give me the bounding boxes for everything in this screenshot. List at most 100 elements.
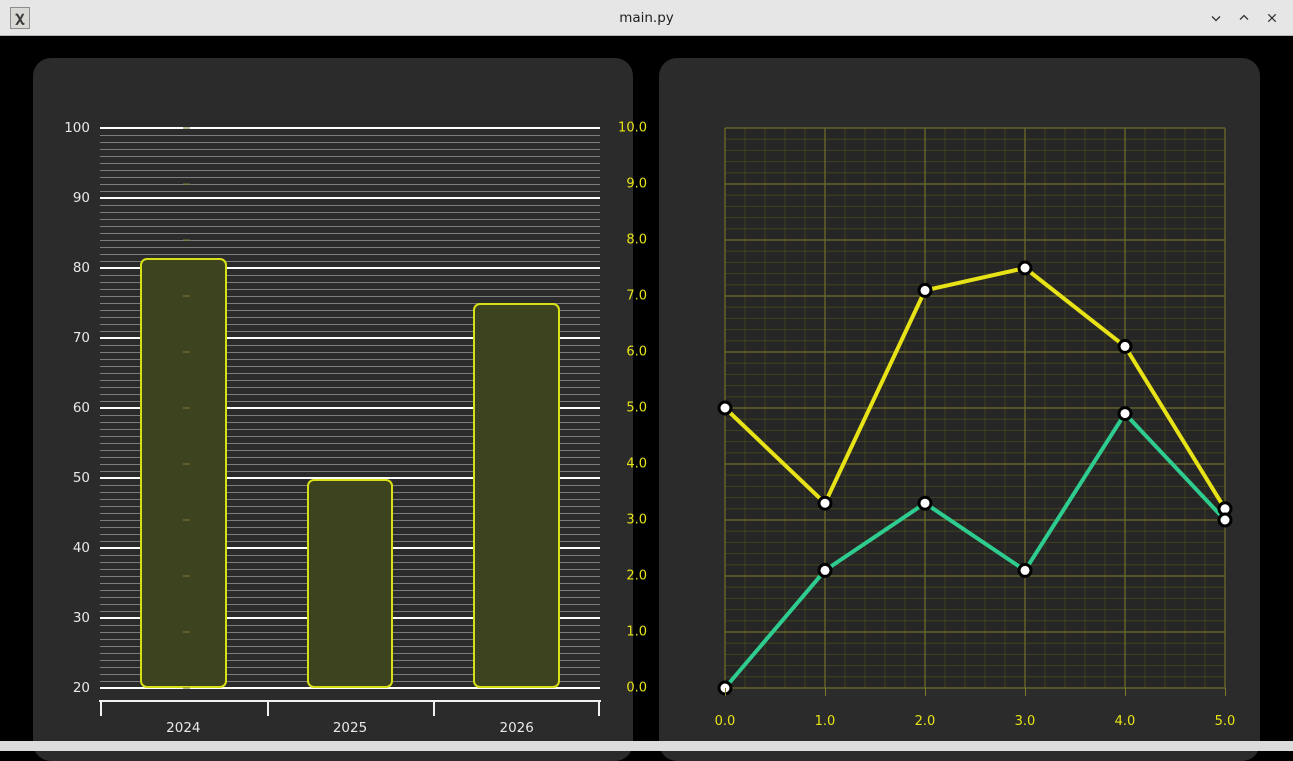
- bar-x-tick-label: 2024: [166, 720, 201, 736]
- bar-y-tick-label: 20: [72, 680, 90, 696]
- bar-gridline-minor: [100, 317, 600, 318]
- bar-gridline-minor: [100, 380, 600, 381]
- line-y-tick: [183, 463, 190, 465]
- line-x-tick-label: 0.0: [714, 714, 736, 729]
- bar-chart-bar[interactable]: [473, 303, 560, 688]
- bar-chart-bar[interactable]: [140, 257, 227, 688]
- line-chart-x-axis-labels: 0.0 1.0 2.0 3.0 4.0 5.0: [715, 688, 1235, 748]
- bar-gridline-minor: [100, 422, 600, 423]
- bar-gridline-minor: [100, 149, 600, 150]
- bar-gridline-minor: [100, 415, 600, 416]
- bar-gridline-minor: [100, 436, 600, 437]
- bar-gridline-minor: [100, 191, 600, 192]
- line-y-tick-label: 2.0: [626, 568, 647, 584]
- bar-gridline-minor: [100, 387, 600, 388]
- line-y-tick: [183, 631, 190, 633]
- bar-gridline-major: [100, 407, 600, 409]
- line-y-tick-label: 7.0: [626, 288, 647, 304]
- bar-y-tick-label: 40: [72, 540, 90, 556]
- bar-chart-panel: 20 30 40 50 60 70 80 90 100 2024 2025 2026: [33, 58, 633, 761]
- bar-x-tick: [433, 702, 436, 716]
- line-data-point-marker[interactable]: [717, 400, 733, 416]
- bar-gridline-minor: [100, 429, 600, 430]
- bar-gridline-minor: [100, 303, 600, 304]
- line-y-tick: [183, 687, 190, 689]
- window-titlebar[interactable]: 𝛘 main.py: [0, 0, 1293, 36]
- bar-x-tick: [266, 702, 269, 716]
- line-chart-svg: [717, 127, 1233, 696]
- bar-gridline-minor: [100, 205, 600, 206]
- line-data-point-marker[interactable]: [917, 282, 933, 298]
- line-data-point-marker[interactable]: [817, 495, 833, 511]
- bar-y-tick-label: 30: [72, 610, 90, 626]
- bar-gridline-minor: [100, 310, 600, 311]
- bar-gridline-minor: [100, 289, 600, 290]
- bar-gridline-minor: [100, 212, 600, 213]
- maximize-button[interactable]: [1231, 5, 1257, 31]
- bar-gridline-minor: [100, 450, 600, 451]
- window-bottom-strip: [0, 741, 1293, 751]
- bar-gridline-minor: [100, 240, 600, 241]
- line-y-tick-label: 4.0: [626, 456, 647, 472]
- close-button[interactable]: [1259, 5, 1285, 31]
- bar-gridline-minor: [100, 401, 600, 402]
- line-chart-y-axis-labels: 0.0 1.0 2.0 3.0 4.0 5.0 6.0 7.0 8.0 9.0 10.0: [183, 58, 725, 761]
- bar-gridline-minor: [100, 156, 600, 157]
- line-data-point-marker[interactable]: [1017, 260, 1033, 276]
- line-x-tick: [1225, 688, 1226, 696]
- window-left-edge: [0, 36, 4, 751]
- bar-gridline-minor: [100, 247, 600, 248]
- line-data-point-marker[interactable]: [1117, 406, 1133, 422]
- minimize-button[interactable]: [1203, 5, 1229, 31]
- line-x-tick-label: 3.0: [1014, 714, 1036, 729]
- line-data-point-marker[interactable]: [917, 495, 933, 511]
- line-data-point-marker[interactable]: [817, 562, 833, 578]
- line-y-tick-label: 10.0: [618, 120, 647, 136]
- line-x-tick-label: 2.0: [914, 714, 936, 729]
- bar-gridline-major: [100, 197, 600, 199]
- bar-gridline-minor: [100, 443, 600, 444]
- bar-gridline-minor: [100, 177, 600, 178]
- line-y-tick: [183, 351, 190, 353]
- window-controls: [1203, 0, 1285, 36]
- window-content: 20 30 40 50 60 70 80 90 100 2024 2025 2026 0.0 1.0 2…: [0, 36, 1293, 761]
- line-data-point-marker[interactable]: [1117, 338, 1133, 354]
- bar-gridline-minor: [100, 457, 600, 458]
- line-y-tick: [183, 183, 190, 185]
- bar-gridline-minor: [100, 254, 600, 255]
- bar-gridline-minor: [100, 296, 600, 297]
- line-x-tick: [725, 688, 726, 696]
- line-x-tick-label: 4.0: [1114, 714, 1136, 729]
- line-series-path: [723, 411, 1227, 690]
- bar-gridline-major: [100, 477, 600, 479]
- close-icon: [1267, 13, 1277, 23]
- bar-gridline-minor: [100, 219, 600, 220]
- python-script-icon: 𝛘: [10, 6, 30, 29]
- line-y-tick: [183, 239, 190, 241]
- line-y-tick-label: 6.0: [626, 344, 647, 360]
- line-series-path: [723, 266, 1227, 511]
- line-x-tick-label: 5.0: [1214, 714, 1236, 729]
- bar-gridline-minor: [100, 345, 600, 346]
- line-data-point-marker[interactable]: [1017, 562, 1033, 578]
- bar-chart-bar[interactable]: [306, 479, 394, 688]
- line-y-tick: [183, 407, 190, 409]
- line-x-tick: [825, 688, 826, 696]
- line-y-tick: [183, 519, 190, 521]
- bar-gridline-major: [100, 687, 600, 689]
- line-y-tick-label: 0.0: [626, 680, 647, 696]
- line-x-tick: [1025, 688, 1026, 696]
- bar-gridline-major: [100, 127, 600, 129]
- titlebar-icon-area: 𝛘: [0, 0, 40, 36]
- bar-gridline-minor: [100, 233, 600, 234]
- line-data-point-marker[interactable]: [1217, 512, 1233, 528]
- line-y-tick: [183, 575, 190, 577]
- bar-y-tick-label: 70: [72, 330, 90, 346]
- window-right-edge: [1289, 36, 1293, 751]
- bar-y-tick-label: 80: [72, 260, 90, 276]
- line-chart-plot-area: [717, 127, 1233, 696]
- bar-gridline-minor: [100, 359, 600, 360]
- bar-gridline-minor: [100, 352, 600, 353]
- bar-gridline-minor: [100, 282, 600, 283]
